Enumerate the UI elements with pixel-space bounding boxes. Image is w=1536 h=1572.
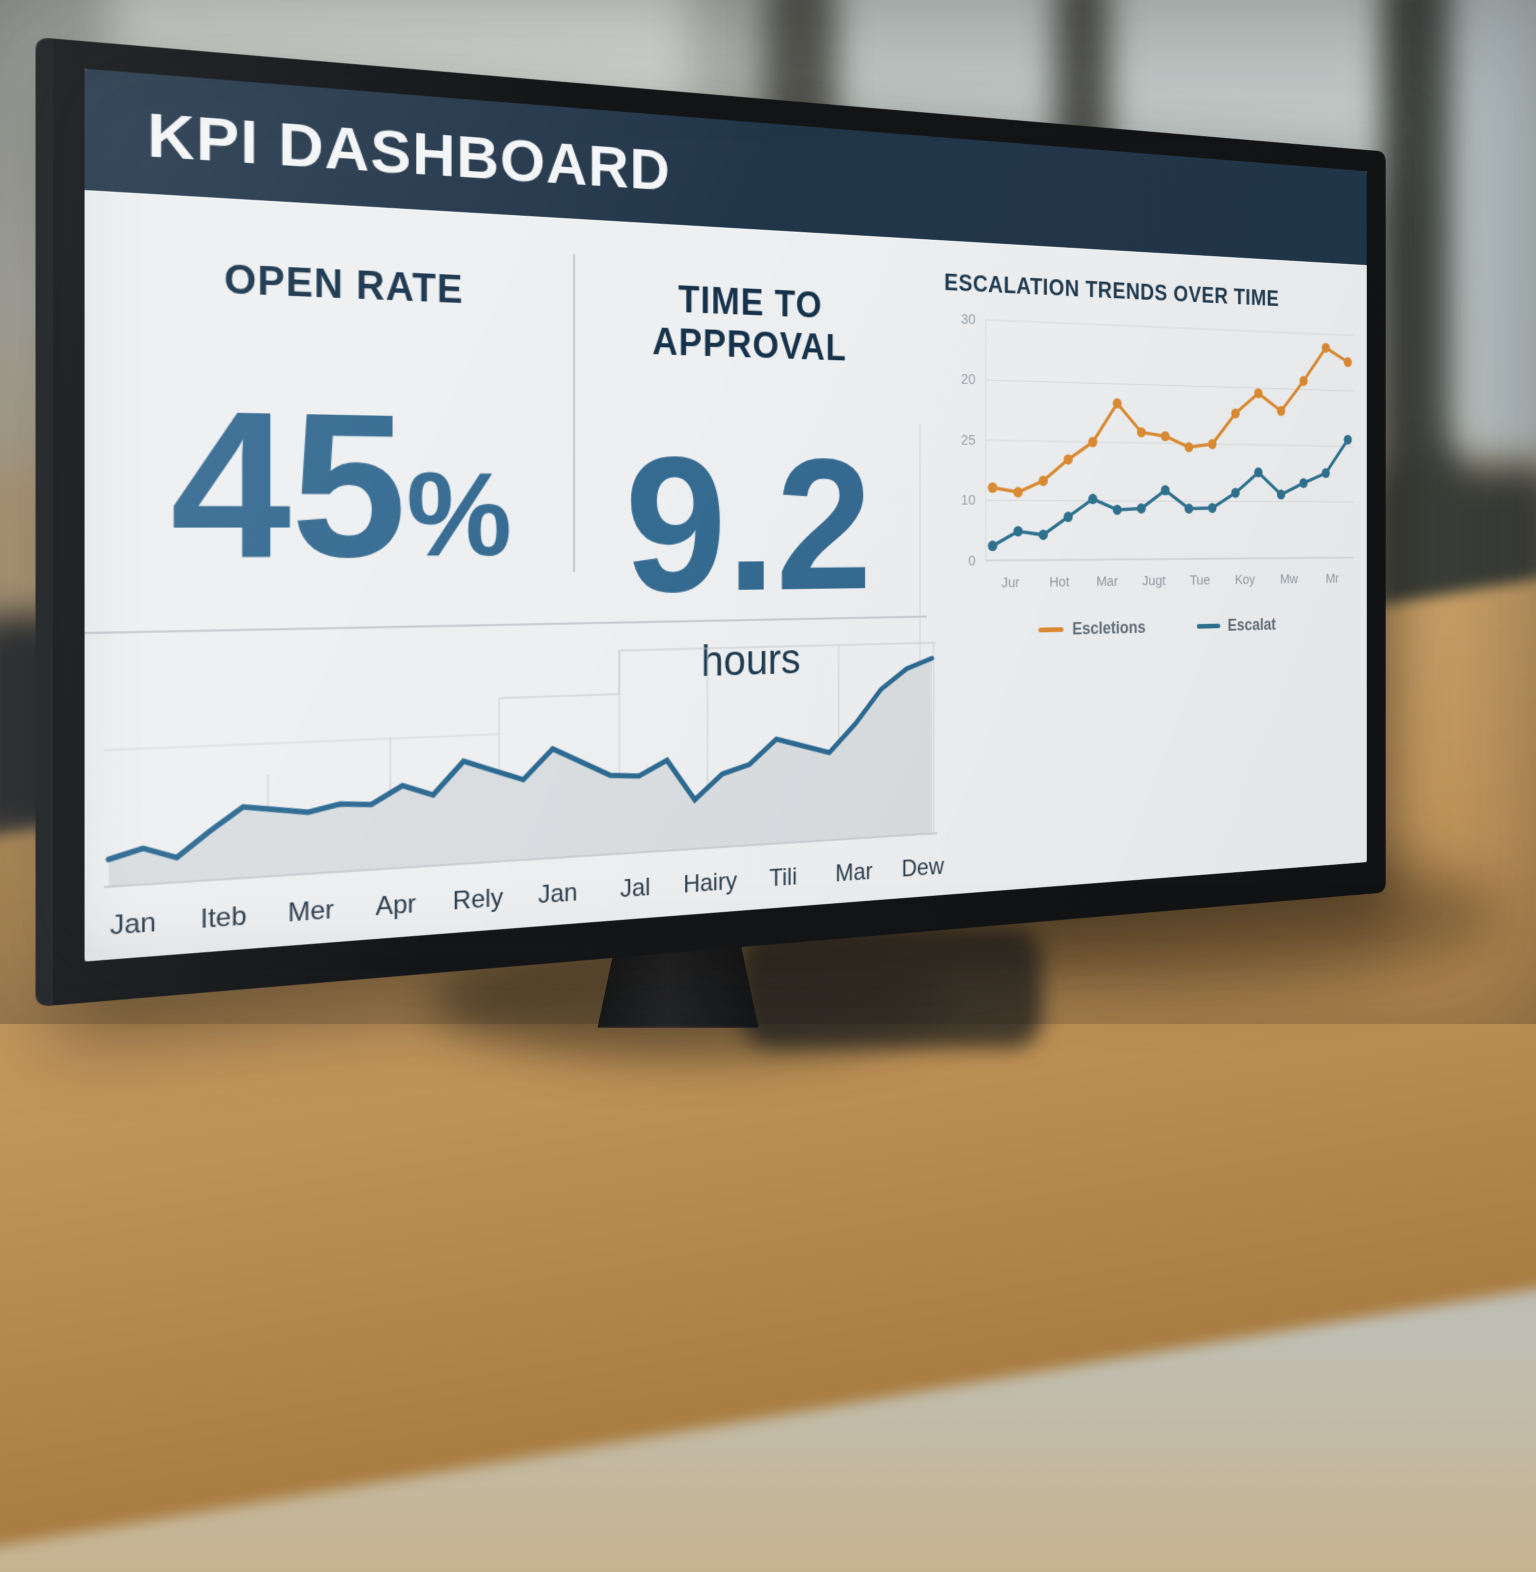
dashboard-screen: KPI DASHBOARD OPEN RATE 45% TIME TO APPR…	[84, 68, 1367, 962]
svg-text:Tue: Tue	[1190, 573, 1211, 588]
legend-label: Escalat	[1227, 615, 1276, 635]
kpi-open-rate-number: 45	[170, 365, 407, 603]
legend-item-secondary: Escalat	[1196, 615, 1276, 636]
svg-text:Koy: Koy	[1235, 572, 1256, 587]
svg-text:30: 30	[961, 311, 975, 328]
kpi-open-rate-value: 45%	[116, 365, 559, 602]
legend-item-escalations: Escletions	[1038, 617, 1146, 640]
kpi-time-value: 9.2	[624, 415, 872, 633]
dashboard-title: KPI DASHBOARD	[147, 98, 671, 203]
escalation-trends-chart: ESCALATION TRENDS OVER TIME 30 20 25 10 0 Jur…	[937, 269, 1364, 642]
svg-text:0: 0	[968, 553, 975, 569]
svg-text:Hot: Hot	[1049, 574, 1070, 590]
svg-text:10: 10	[961, 493, 975, 509]
svg-text:25: 25	[961, 432, 975, 448]
month-label: Mer	[287, 895, 335, 929]
month-label: Jan	[109, 907, 157, 942]
svg-text:Mr: Mr	[1326, 571, 1340, 586]
month-label: Dew	[901, 853, 944, 883]
month-label: Jal	[619, 873, 651, 904]
escalation-line-chart: 30 20 25 10 0 Jur Hot Mar Jugt Tue Koy Mw Mr	[961, 311, 1364, 591]
svg-text:Mar: Mar	[1096, 574, 1118, 590]
monitor: KPI DASHBOARD OPEN RATE 45% TIME TO APPR…	[35, 37, 1386, 1007]
kpi-time-label: TIME TO APPROVAL	[652, 278, 847, 369]
background-window-light	[1455, 0, 1536, 460]
monitor-bezel: KPI DASHBOARD OPEN RATE 45% TIME TO APPR…	[35, 37, 1386, 1007]
month-label: Jan	[538, 878, 578, 910]
month-label: Hairy	[683, 867, 738, 899]
svg-text:20: 20	[961, 372, 975, 388]
dashboard-content: OPEN RATE 45% TIME TO APPROVAL 9.2 hours…	[84, 190, 1367, 962]
chart-legend: Escletions Escalat	[937, 613, 1364, 642]
month-label: Iteb	[200, 901, 247, 935]
month-label: Tili	[769, 863, 798, 893]
monthly-area-chart-svg	[104, 627, 937, 898]
legend-swatch-blue	[1196, 623, 1220, 629]
legend-label: Escletions	[1072, 617, 1146, 639]
month-label: Rely	[452, 883, 504, 916]
kpi-open-rate: OPEN RATE 45%	[116, 251, 559, 602]
vertical-divider	[573, 254, 576, 573]
svg-text:Jur: Jur	[1001, 575, 1020, 591]
legend-swatch-orange	[1038, 627, 1064, 633]
background-object	[742, 928, 1042, 1048]
svg-text:Mw: Mw	[1280, 572, 1298, 587]
month-label: Mar	[835, 858, 873, 888]
monthly-area-chart: Jan Iteb Mer Apr Rely Jan Jal Hairy Tili Mar Dew	[104, 627, 944, 955]
kpi-open-rate-unit: %	[406, 446, 512, 582]
svg-text:Jugt: Jugt	[1142, 573, 1166, 589]
month-label: Apr	[375, 889, 417, 922]
kpi-open-rate-label: OPEN RATE	[224, 256, 464, 312]
